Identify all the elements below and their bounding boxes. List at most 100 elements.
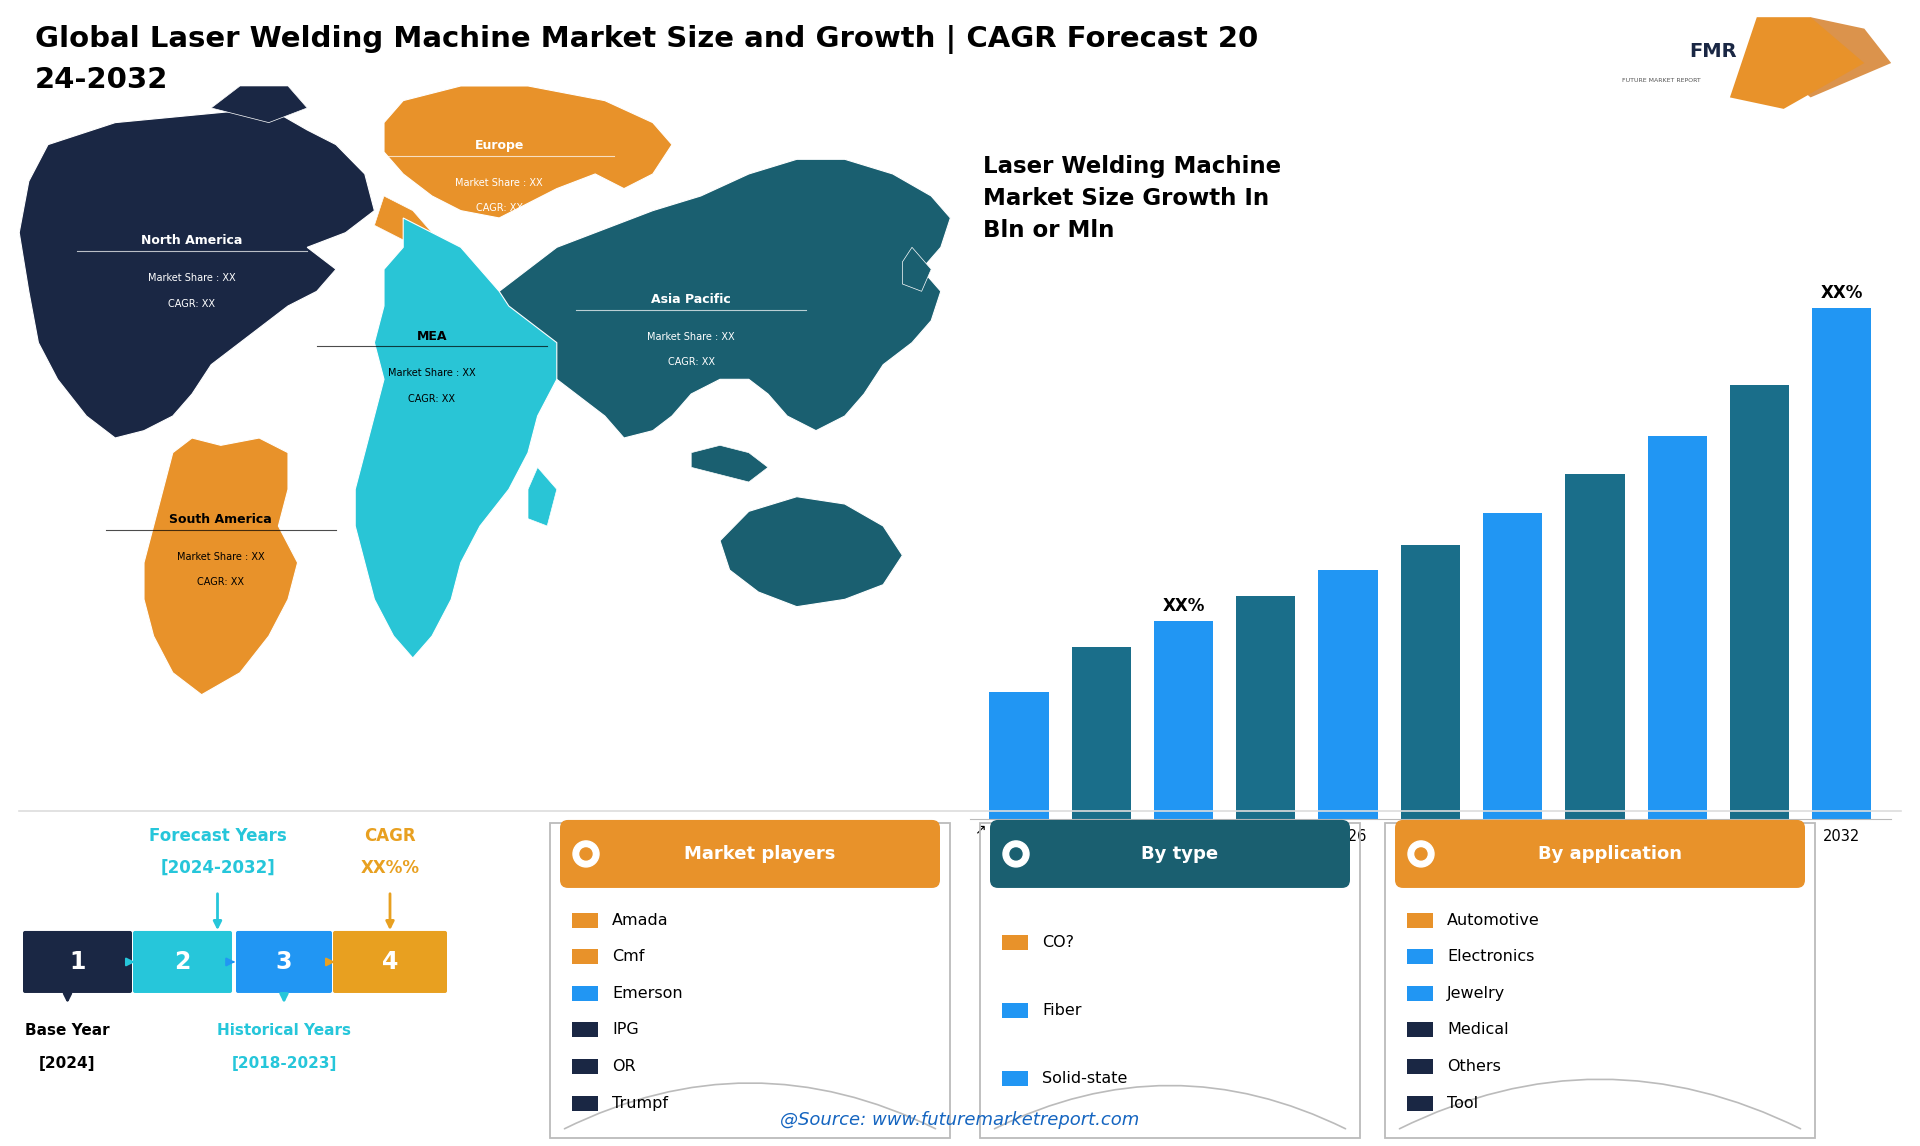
FancyBboxPatch shape bbox=[132, 931, 232, 992]
Text: 2: 2 bbox=[175, 950, 190, 974]
Text: Base Year: Base Year bbox=[25, 1023, 109, 1038]
Circle shape bbox=[1415, 848, 1427, 860]
Text: Market Share : XX: Market Share : XX bbox=[647, 331, 735, 342]
FancyBboxPatch shape bbox=[572, 986, 597, 1000]
Text: CAGR: CAGR bbox=[365, 827, 417, 845]
Text: CAGR: XX: CAGR: XX bbox=[169, 299, 215, 308]
Polygon shape bbox=[355, 218, 557, 658]
FancyBboxPatch shape bbox=[572, 1022, 597, 1037]
Circle shape bbox=[572, 841, 599, 866]
Circle shape bbox=[1407, 841, 1434, 866]
Text: CO?: CO? bbox=[1043, 934, 1073, 950]
FancyBboxPatch shape bbox=[1396, 819, 1805, 888]
Polygon shape bbox=[1730, 17, 1864, 109]
FancyBboxPatch shape bbox=[572, 912, 597, 927]
Text: MEA: MEA bbox=[417, 330, 447, 343]
Text: 4: 4 bbox=[382, 950, 397, 974]
Bar bbox=[1482, 512, 1542, 819]
Text: CAGR: XX: CAGR: XX bbox=[668, 358, 714, 368]
Polygon shape bbox=[499, 159, 950, 438]
FancyBboxPatch shape bbox=[1002, 1070, 1027, 1085]
Text: Medical: Medical bbox=[1448, 1022, 1509, 1037]
Circle shape bbox=[1010, 848, 1021, 860]
Text: XX%: XX% bbox=[1162, 597, 1204, 615]
FancyBboxPatch shape bbox=[1407, 1096, 1432, 1110]
Text: Forecast Years: Forecast Years bbox=[148, 827, 286, 845]
Text: IPG: IPG bbox=[612, 1022, 639, 1037]
Text: Europe: Europe bbox=[474, 139, 524, 152]
Bar bbox=[1071, 646, 1131, 819]
Polygon shape bbox=[1784, 17, 1891, 97]
Text: Global Laser Welding Machine Market Size and Growth | CAGR Forecast 20: Global Laser Welding Machine Market Size… bbox=[35, 25, 1258, 54]
Text: North America: North America bbox=[142, 234, 242, 248]
FancyBboxPatch shape bbox=[1407, 986, 1432, 1000]
Text: [2024]: [2024] bbox=[38, 1057, 96, 1072]
Bar bbox=[1647, 435, 1707, 819]
Text: Others: Others bbox=[1448, 1059, 1501, 1074]
FancyBboxPatch shape bbox=[572, 1096, 597, 1110]
Text: CAGR: XX: CAGR: XX bbox=[409, 394, 455, 405]
Text: Amada: Amada bbox=[612, 912, 668, 927]
FancyBboxPatch shape bbox=[23, 931, 132, 992]
Bar bbox=[989, 691, 1048, 819]
FancyBboxPatch shape bbox=[1407, 1022, 1432, 1037]
Text: Tool: Tool bbox=[1448, 1096, 1478, 1110]
Text: OR: OR bbox=[612, 1059, 636, 1074]
Text: FUTURE MARKET REPORT: FUTURE MARKET REPORT bbox=[1622, 78, 1701, 83]
Text: Market Share : XX: Market Share : XX bbox=[455, 178, 543, 188]
FancyBboxPatch shape bbox=[1407, 949, 1432, 964]
Polygon shape bbox=[528, 468, 557, 526]
Text: 24-2032: 24-2032 bbox=[35, 66, 167, 94]
Bar bbox=[1154, 621, 1213, 819]
Bar bbox=[1402, 544, 1459, 819]
Circle shape bbox=[580, 848, 591, 860]
Text: CAGR: XX: CAGR: XX bbox=[198, 578, 244, 588]
Polygon shape bbox=[144, 438, 298, 694]
FancyBboxPatch shape bbox=[1407, 912, 1432, 927]
Text: XX%: XX% bbox=[1820, 284, 1862, 301]
Text: Laser Welding Machine
Market Size Growth In
Bln or Mln: Laser Welding Machine Market Size Growth… bbox=[983, 155, 1281, 242]
Polygon shape bbox=[19, 108, 374, 438]
Text: @Source: www.futuremarketreport.com: @Source: www.futuremarketreport.com bbox=[780, 1112, 1140, 1129]
Text: FMR: FMR bbox=[1690, 42, 1738, 61]
FancyBboxPatch shape bbox=[1002, 934, 1027, 950]
Polygon shape bbox=[374, 196, 432, 240]
Bar bbox=[1319, 570, 1379, 819]
Text: 3: 3 bbox=[276, 950, 292, 974]
FancyBboxPatch shape bbox=[236, 931, 332, 992]
Text: Trumpf: Trumpf bbox=[612, 1096, 668, 1110]
Text: Emerson: Emerson bbox=[612, 986, 684, 1000]
Text: Market Share : XX: Market Share : XX bbox=[177, 551, 265, 562]
Text: Automotive: Automotive bbox=[1448, 912, 1540, 927]
Text: XX%%: XX%% bbox=[361, 860, 419, 877]
Bar bbox=[1730, 385, 1789, 819]
FancyBboxPatch shape bbox=[561, 819, 941, 888]
Bar bbox=[1812, 308, 1872, 819]
Polygon shape bbox=[720, 496, 902, 606]
Text: ↗: ↗ bbox=[973, 823, 985, 837]
Circle shape bbox=[1002, 841, 1029, 866]
Text: Cmf: Cmf bbox=[612, 949, 645, 964]
Text: Fiber: Fiber bbox=[1043, 1003, 1081, 1018]
Text: By application: By application bbox=[1538, 845, 1682, 863]
Text: Market Share : XX: Market Share : XX bbox=[148, 273, 236, 283]
Text: Asia Pacific: Asia Pacific bbox=[651, 293, 732, 306]
Bar bbox=[1565, 474, 1624, 819]
FancyBboxPatch shape bbox=[1407, 1059, 1432, 1074]
FancyBboxPatch shape bbox=[572, 949, 597, 964]
Text: South America: South America bbox=[169, 513, 273, 526]
Text: Market players: Market players bbox=[684, 845, 835, 863]
Text: Solid-state: Solid-state bbox=[1043, 1070, 1127, 1085]
Polygon shape bbox=[384, 86, 672, 218]
Text: Market Share : XX: Market Share : XX bbox=[388, 368, 476, 378]
Text: [2024-2032]: [2024-2032] bbox=[159, 860, 275, 877]
FancyBboxPatch shape bbox=[572, 1059, 597, 1074]
FancyBboxPatch shape bbox=[991, 819, 1350, 888]
Bar bbox=[1236, 596, 1296, 819]
Polygon shape bbox=[902, 248, 931, 291]
FancyBboxPatch shape bbox=[1002, 1003, 1027, 1018]
Polygon shape bbox=[691, 446, 768, 482]
Text: By type: By type bbox=[1140, 845, 1219, 863]
Text: Jewelry: Jewelry bbox=[1448, 986, 1505, 1000]
Text: Historical Years: Historical Years bbox=[217, 1023, 351, 1038]
